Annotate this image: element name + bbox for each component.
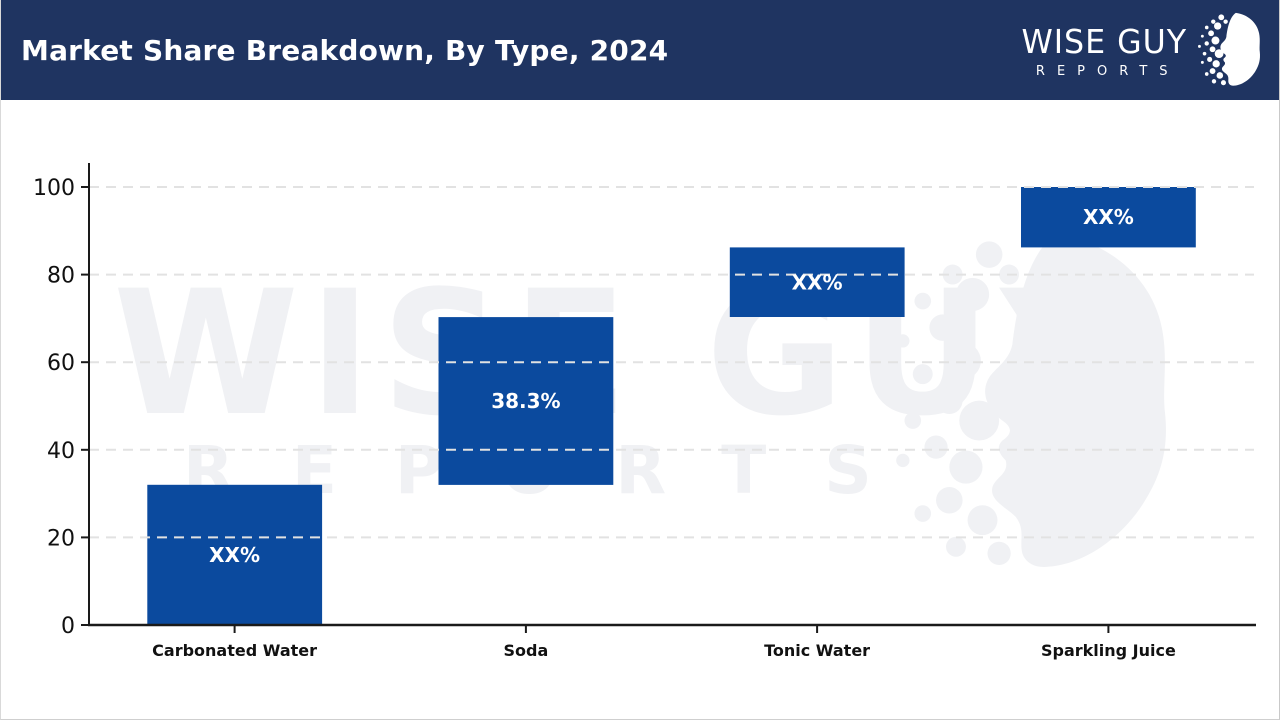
brand-logo: WISE GUY REPORTS — [1018, 10, 1267, 90]
dotted-head-icon — [1198, 12, 1260, 86]
x-axis-label-soda: Soda — [504, 641, 549, 660]
x-axis-label-tonic-water: Tonic Water — [764, 641, 870, 660]
y-tick-label-60: 60 — [47, 351, 75, 376]
y-tick-label-0: 0 — [61, 614, 75, 639]
header-bar: Market Share Breakdown, By Type, 2024 WI… — [1, 0, 1279, 100]
bar-soda — [438, 317, 614, 485]
logo-text-block: WISE GUY REPORTS — [1018, 22, 1191, 79]
bar-label-tonic-water: XX% — [792, 270, 843, 294]
y-tick-label-40: 40 — [47, 439, 75, 464]
logo-subtext: REPORTS — [1035, 63, 1180, 79]
bar-carbonated-water — [147, 484, 323, 625]
page-title: Market Share Breakdown, By Type, 2024 — [21, 33, 669, 67]
bar-label-sparkling-juice: XX% — [1083, 205, 1134, 229]
x-axis-label-sparkling-juice: Sparkling Juice — [1041, 641, 1176, 660]
x-axis-label-carbonated-water: Carbonated Water — [152, 641, 317, 660]
bar-label-carbonated-water: XX% — [209, 543, 260, 567]
bar-label-soda: 38.3% — [491, 389, 560, 413]
y-tick-label-20: 20 — [47, 526, 75, 551]
y-tick-label-100: 100 — [33, 176, 75, 201]
bar-tonic-water — [729, 247, 905, 317]
logo-wordmark: WISE GUY — [1021, 21, 1188, 61]
y-tick-label-80: 80 — [47, 264, 75, 289]
